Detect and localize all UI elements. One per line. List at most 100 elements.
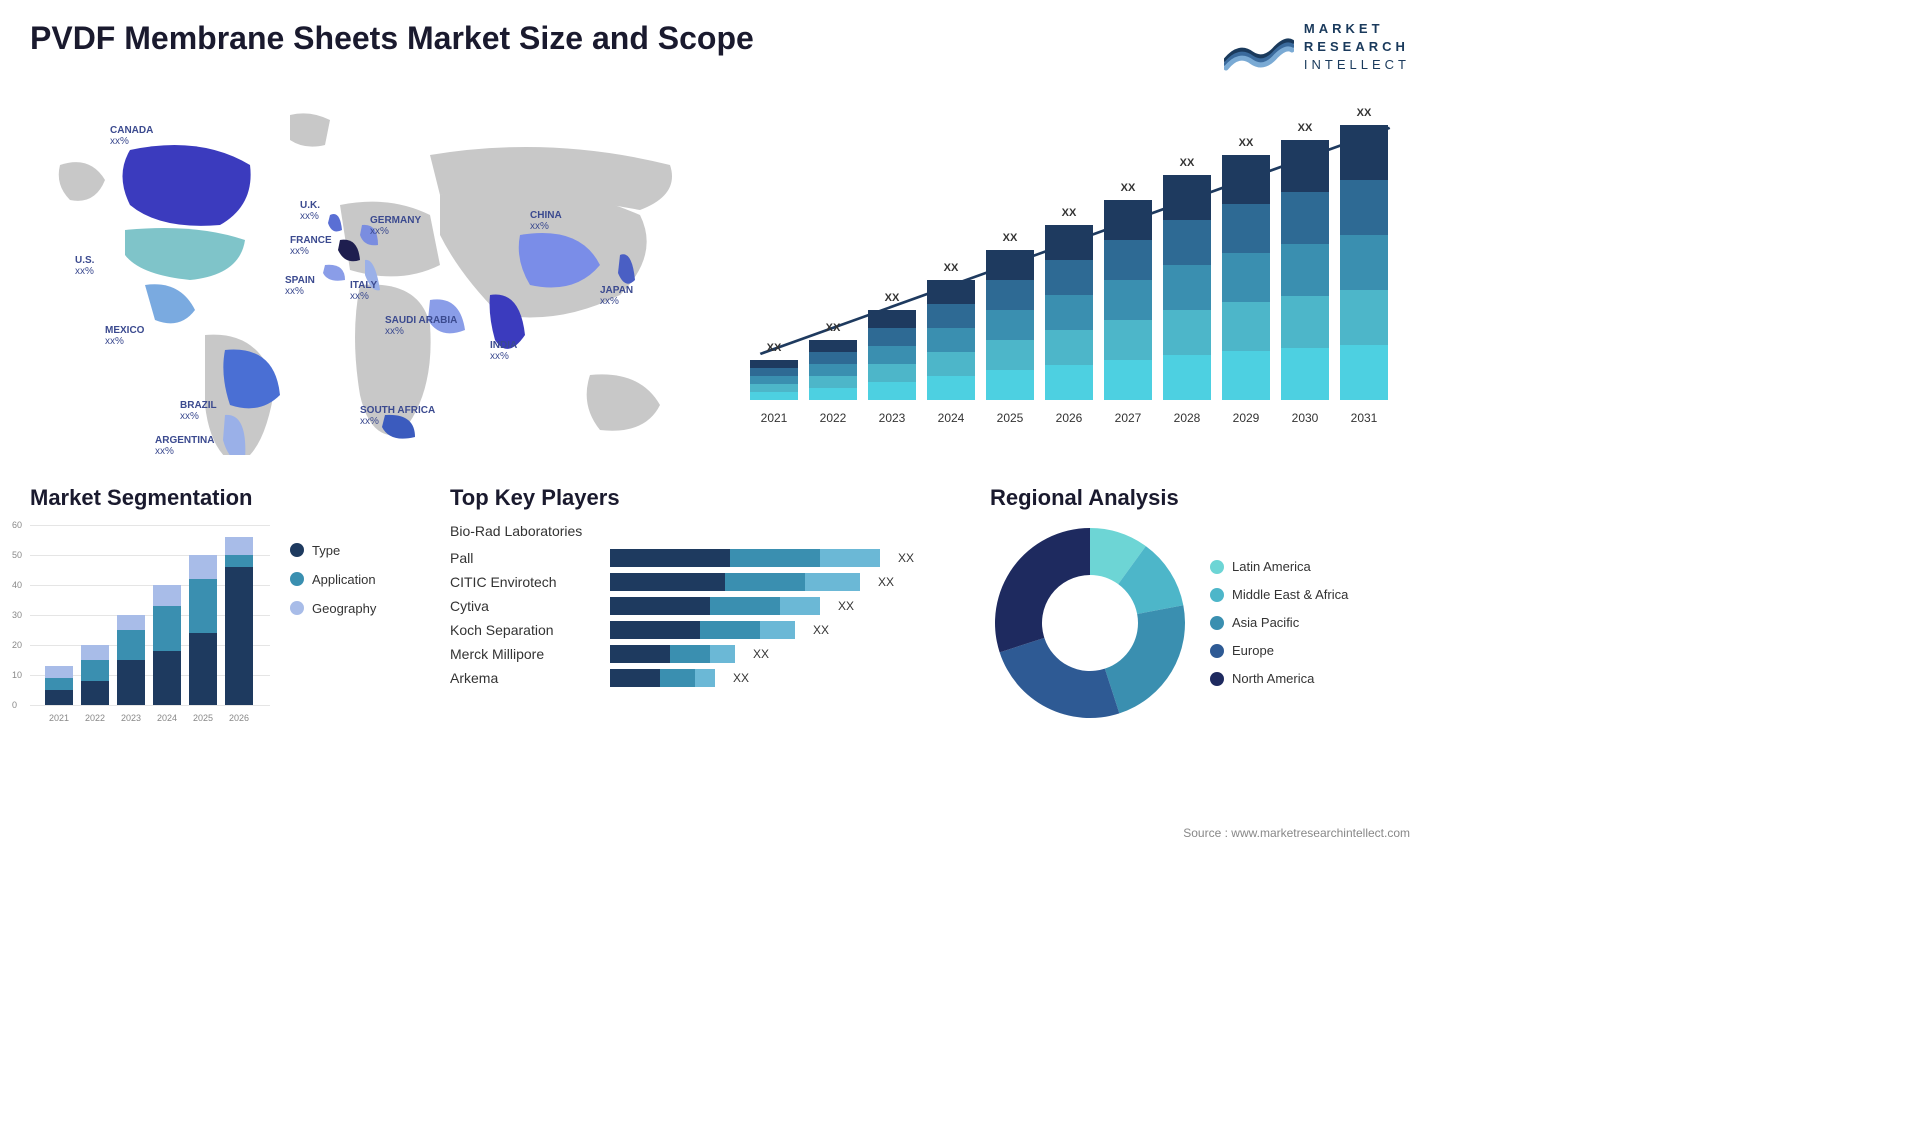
growth-bar-2031: XX	[1340, 125, 1388, 400]
seg-legend-item: Geography	[290, 601, 430, 616]
map-label-france: FRANCExx%	[290, 235, 332, 257]
growth-bar-label: XX	[1340, 107, 1388, 119]
player-row: ArkemaXX	[450, 669, 970, 687]
seg-bar-2024	[153, 585, 181, 705]
growth-bar-label: XX	[750, 342, 798, 354]
map-label-spain: SPAINxx%	[285, 275, 315, 297]
regional-title: Regional Analysis	[990, 485, 1410, 511]
map-label-mexico: MEXICOxx%	[105, 325, 144, 347]
growth-year-label: 2027	[1104, 411, 1152, 425]
player-name: Koch Separation	[450, 622, 600, 638]
growth-bar-2022: XX	[809, 340, 857, 400]
growth-bar-label: XX	[809, 322, 857, 334]
regional-panel: Regional Analysis Latin America Middle Ea…	[990, 485, 1410, 723]
legend-dot-icon	[290, 572, 304, 586]
map-label-italy: ITALYxx%	[350, 280, 377, 302]
growth-bar-label: XX	[868, 292, 916, 304]
map-label-india: INDIAxx%	[490, 340, 517, 362]
growth-bar-2021: XX	[750, 360, 798, 400]
growth-bar-2027: XX	[1104, 200, 1152, 400]
seg-axis-label: 50	[12, 550, 22, 560]
logo-text: MARKET RESEARCH INTELLECT	[1304, 20, 1410, 75]
growth-chart-panel: XX2021XX2022XX2023XX2024XX2025XX2026XX20…	[740, 95, 1410, 455]
logo-waves-icon	[1224, 22, 1294, 72]
players-panel: Top Key Players Bio-Rad Laboratories Pall…	[450, 485, 970, 723]
legend-label: Middle East & Africa	[1232, 587, 1348, 602]
player-bar	[610, 645, 735, 663]
growth-bar-label: XX	[1163, 157, 1211, 169]
player-name: CITIC Envirotech	[450, 574, 600, 590]
map-label-germany: GERMANYxx%	[370, 215, 421, 237]
seg-bar-2025	[189, 555, 217, 705]
growth-bar-2025: XX	[986, 250, 1034, 400]
legend-label: Europe	[1232, 643, 1274, 658]
growth-year-label: 2021	[750, 411, 798, 425]
player-value: XX	[898, 551, 914, 565]
player-row: CytivaXX	[450, 597, 970, 615]
region-legend-item: Europe	[1210, 643, 1410, 658]
segmentation-title: Market Segmentation	[30, 485, 430, 511]
player-name: Cytiva	[450, 598, 600, 614]
legend-dot-icon	[290, 601, 304, 615]
seg-axis-label: 40	[12, 580, 22, 590]
legend-dot-icon	[290, 543, 304, 557]
player-row: CITIC EnvirotechXX	[450, 573, 970, 591]
player-row: Merck MilliporeXX	[450, 645, 970, 663]
world-map-icon	[30, 95, 710, 455]
region-legend-item: Middle East & Africa	[1210, 587, 1410, 602]
growth-year-label: 2022	[809, 411, 857, 425]
segmentation-panel: Market Segmentation 01020304050602021202…	[30, 485, 430, 723]
growth-year-label: 2024	[927, 411, 975, 425]
growth-bar-label: XX	[927, 262, 975, 274]
growth-bar-2024: XX	[927, 280, 975, 400]
player-bar	[610, 669, 715, 687]
growth-bar-2030: XX	[1281, 140, 1329, 400]
map-label-japan: JAPANxx%	[600, 285, 633, 307]
player-bar	[610, 597, 820, 615]
seg-axis-label: 30	[12, 610, 22, 620]
map-label-saudiarabia: SAUDI ARABIAxx%	[385, 315, 457, 337]
players-list: Bio-Rad Laboratories Pall XX CITIC Envirote…	[450, 523, 970, 687]
legend-dot-icon	[1210, 616, 1224, 630]
growth-year-label: 2029	[1222, 411, 1270, 425]
legend-label: Asia Pacific	[1232, 615, 1299, 630]
seg-bar-2022	[81, 645, 109, 705]
legend-dot-icon	[1210, 560, 1224, 574]
players-title: Top Key Players	[450, 485, 970, 511]
map-label-uk: U.K.xx%	[300, 200, 320, 222]
players-header: Bio-Rad Laboratories	[450, 523, 970, 539]
growth-bar-label: XX	[1045, 207, 1093, 219]
regional-donut-chart	[990, 523, 1190, 723]
player-value: XX	[753, 647, 769, 661]
seg-legend-item: Type	[290, 543, 430, 558]
player-bar	[610, 573, 860, 591]
player-bar	[610, 621, 795, 639]
growth-year-label: 2031	[1340, 411, 1388, 425]
legend-dot-icon	[1210, 672, 1224, 686]
growth-bar-label: XX	[986, 232, 1034, 244]
growth-bar-2029: XX	[1222, 155, 1270, 400]
seg-year-label: 2023	[117, 713, 145, 723]
region-legend-item: North America	[1210, 671, 1410, 686]
seg-legend-item: Application	[290, 572, 430, 587]
seg-year-label: 2025	[189, 713, 217, 723]
seg-year-label: 2022	[81, 713, 109, 723]
growth-year-label: 2026	[1045, 411, 1093, 425]
seg-axis-label: 60	[12, 520, 22, 530]
growth-bar-2023: XX	[868, 310, 916, 400]
seg-year-label: 2024	[153, 713, 181, 723]
player-name: Pall	[450, 550, 600, 566]
growth-bar-label: XX	[1222, 137, 1270, 149]
legend-label: Application	[312, 572, 376, 587]
region-legend-item: Latin America	[1210, 559, 1410, 574]
legend-label: Type	[312, 543, 340, 558]
growth-bar-label: XX	[1281, 122, 1329, 134]
growth-year-label: 2025	[986, 411, 1034, 425]
region-legend-item: Asia Pacific	[1210, 615, 1410, 630]
segmentation-chart: 0102030405060202120222023202420252026	[30, 523, 270, 723]
map-label-argentina: ARGENTINAxx%	[155, 435, 214, 457]
growth-year-label: 2030	[1281, 411, 1329, 425]
growth-bar-2028: XX	[1163, 175, 1211, 400]
growth-bar-label: XX	[1104, 182, 1152, 194]
player-name: Arkema	[450, 670, 600, 686]
